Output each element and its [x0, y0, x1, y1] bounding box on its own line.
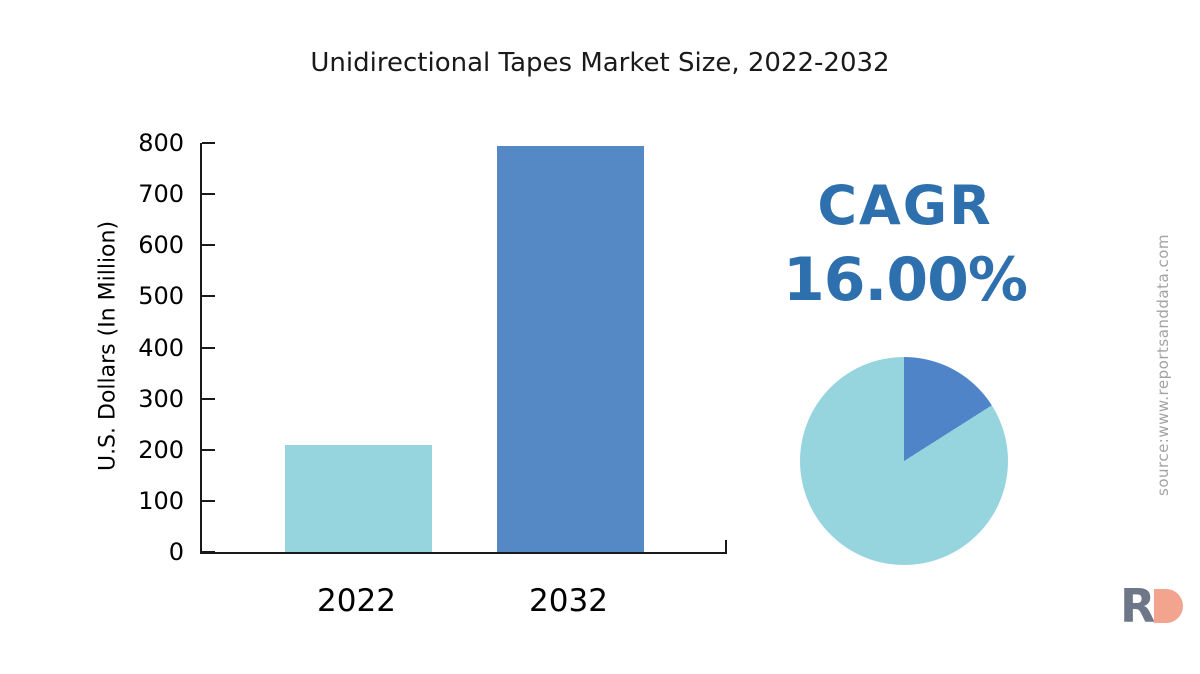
source-attribution: source:www.reportsanddata.com — [1154, 234, 1172, 496]
y-tick-label: 200 — [138, 435, 184, 464]
logo-letter-r: R — [1120, 579, 1155, 633]
y-tick-mark — [202, 346, 215, 349]
y-tick-mark — [202, 397, 215, 400]
y-tick-label: 800 — [138, 129, 184, 157]
y-tick-label: 700 — [138, 180, 184, 209]
chart-title: Unidirectional Tapes Market Size, 2022-2… — [310, 48, 890, 78]
cagr-label: CAGR — [817, 174, 993, 237]
x-label-2022: 2022 — [317, 583, 396, 619]
y-tick-mark — [202, 193, 215, 196]
x-labels: 2022 2032 — [200, 583, 725, 619]
pie-chart — [800, 357, 1008, 565]
cagr-callout: CAGR 16.00% — [745, 174, 1065, 315]
y-tick-mark — [202, 448, 215, 451]
y-tick-label: 0 — [168, 538, 184, 566]
y-tick-mark — [202, 244, 215, 247]
y-tick-label: 300 — [138, 384, 184, 413]
bar-2022 — [285, 444, 432, 552]
y-tick-label: 500 — [138, 282, 184, 311]
plot-area — [200, 142, 727, 554]
x-axis-end-tick — [725, 540, 727, 552]
y-tick-mark — [202, 551, 215, 553]
cagr-value: 16.00% — [783, 244, 1028, 315]
y-tick-labels: 0 100 200 300 400 500 600 700 800 — [92, 131, 192, 564]
y-tick-label: 600 — [138, 231, 184, 260]
y-tick-marks — [202, 142, 727, 553]
bar-2032 — [497, 145, 644, 552]
brand-logo: R — [1120, 579, 1184, 633]
y-tick-mark — [202, 499, 215, 502]
bars — [202, 143, 727, 552]
y-tick-label: 100 — [138, 486, 184, 515]
x-label-2032: 2032 — [529, 583, 608, 619]
y-tick-mark — [202, 142, 215, 144]
logo-d-shape-icon — [1154, 589, 1184, 623]
y-tick-label: 400 — [138, 333, 184, 362]
y-tick-mark — [202, 295, 215, 298]
